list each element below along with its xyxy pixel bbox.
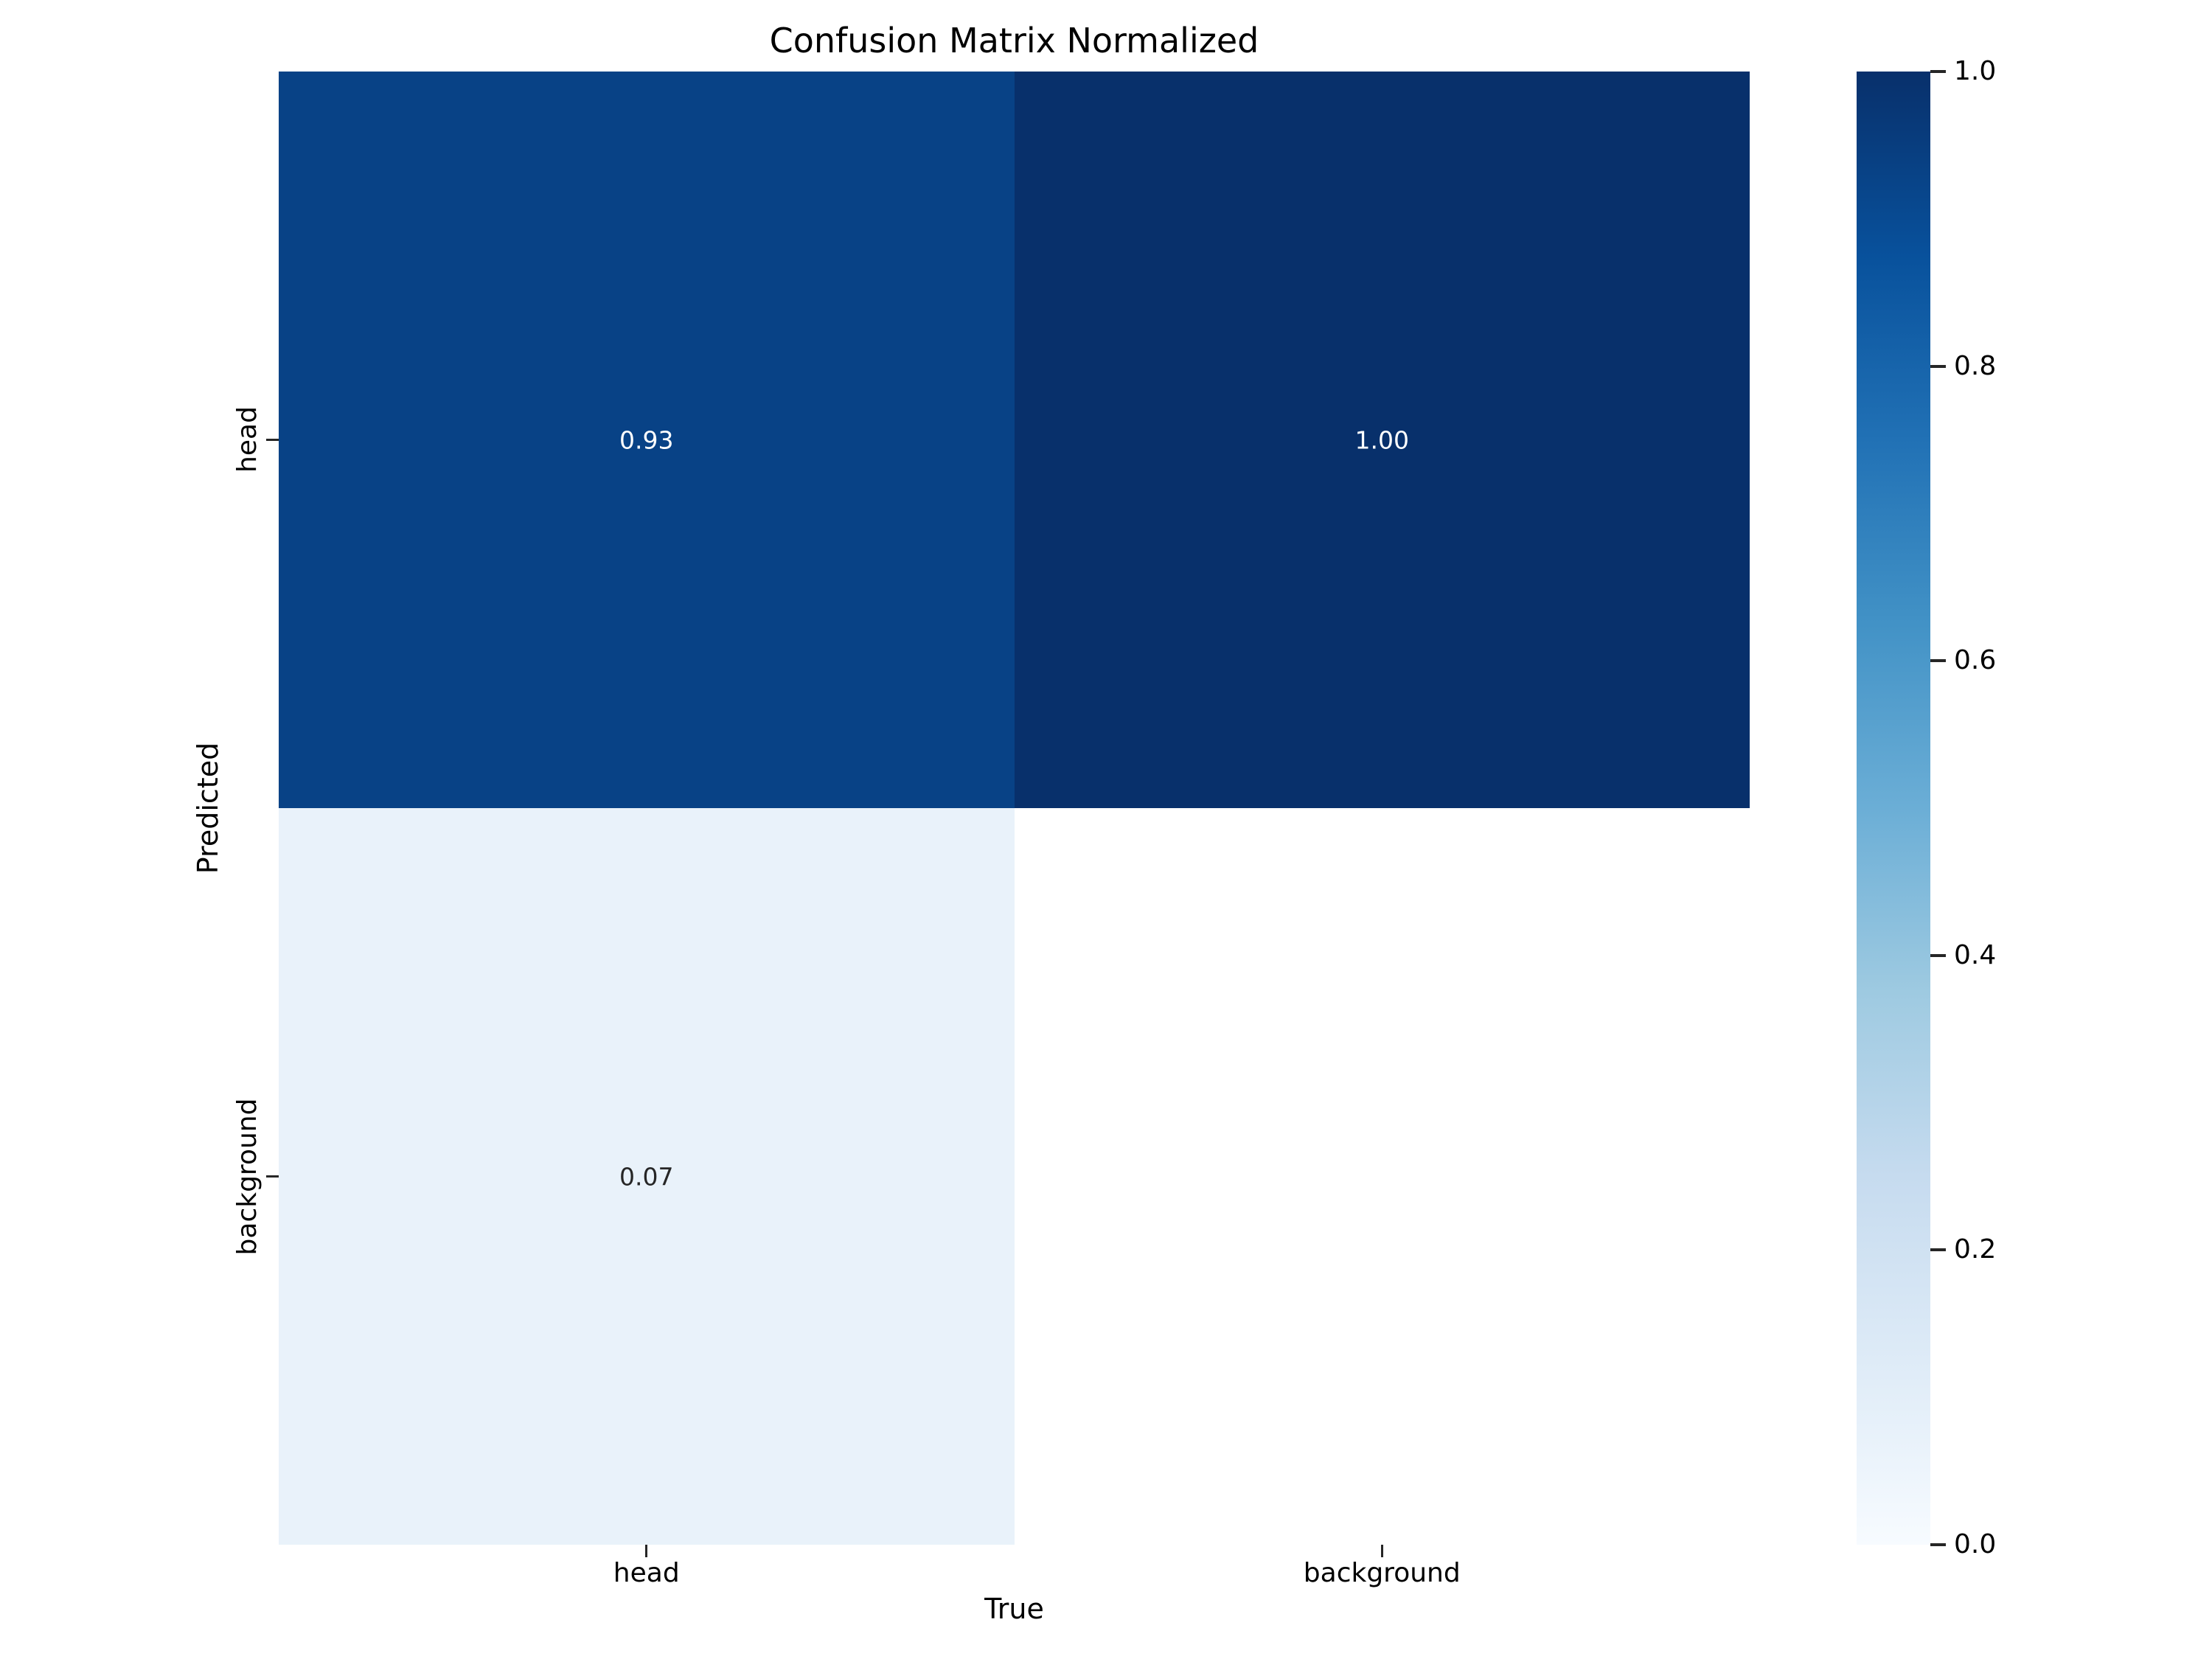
y-tick-label-head: head [232,406,262,473]
x-tick-mark-background [1381,1545,1383,1557]
heatmap-cell-head-background: 1.00 [1014,72,1750,808]
heatmap-axes: 0.93 1.00 0.07 [279,72,1750,1545]
x-tick-label-head: head [613,1558,680,1588]
colorbar-tick-mark [1930,1248,1946,1252]
colorbar-tick-mark [1930,953,1946,957]
heatmap-cell-background-background [1014,808,1750,1545]
colorbar-tick-label: 0.8 [1954,350,1997,381]
y-tick-mark-head [266,439,279,441]
x-tick-mark-head [645,1545,647,1557]
colorbar-tick-mark [1930,364,1946,368]
colorbar-gradient [1857,72,1930,1545]
cell-value-background-head: 0.07 [619,1162,674,1191]
chart-title: Confusion Matrix Normalized [769,21,1259,60]
colorbar-tick-label: 0.6 [1954,645,1997,676]
cell-value-head-head: 0.93 [619,425,674,454]
colorbar-tick-mark [1930,659,1946,663]
y-tick-mark-background [266,1175,279,1178]
cell-value-head-background: 1.00 [1354,425,1409,454]
colorbar-tick-label: 1.0 [1954,56,1997,86]
colorbar-tick-label: 0.2 [1954,1234,1997,1265]
heatmap-cell-head-head: 0.93 [279,72,1015,808]
colorbar-tick-mark [1930,1543,1946,1546]
y-tick-label-background: background [232,1098,262,1256]
x-axis-label: True [984,1593,1044,1625]
heatmap-cell-background-head: 0.07 [279,808,1015,1545]
x-tick-label-background: background [1303,1558,1461,1588]
y-axis-label: Predicted [192,742,224,874]
colorbar-tick-label: 0.0 [1954,1529,1997,1559]
colorbar-tick-mark [1930,70,1946,73]
colorbar-tick-label: 0.4 [1954,939,1997,970]
